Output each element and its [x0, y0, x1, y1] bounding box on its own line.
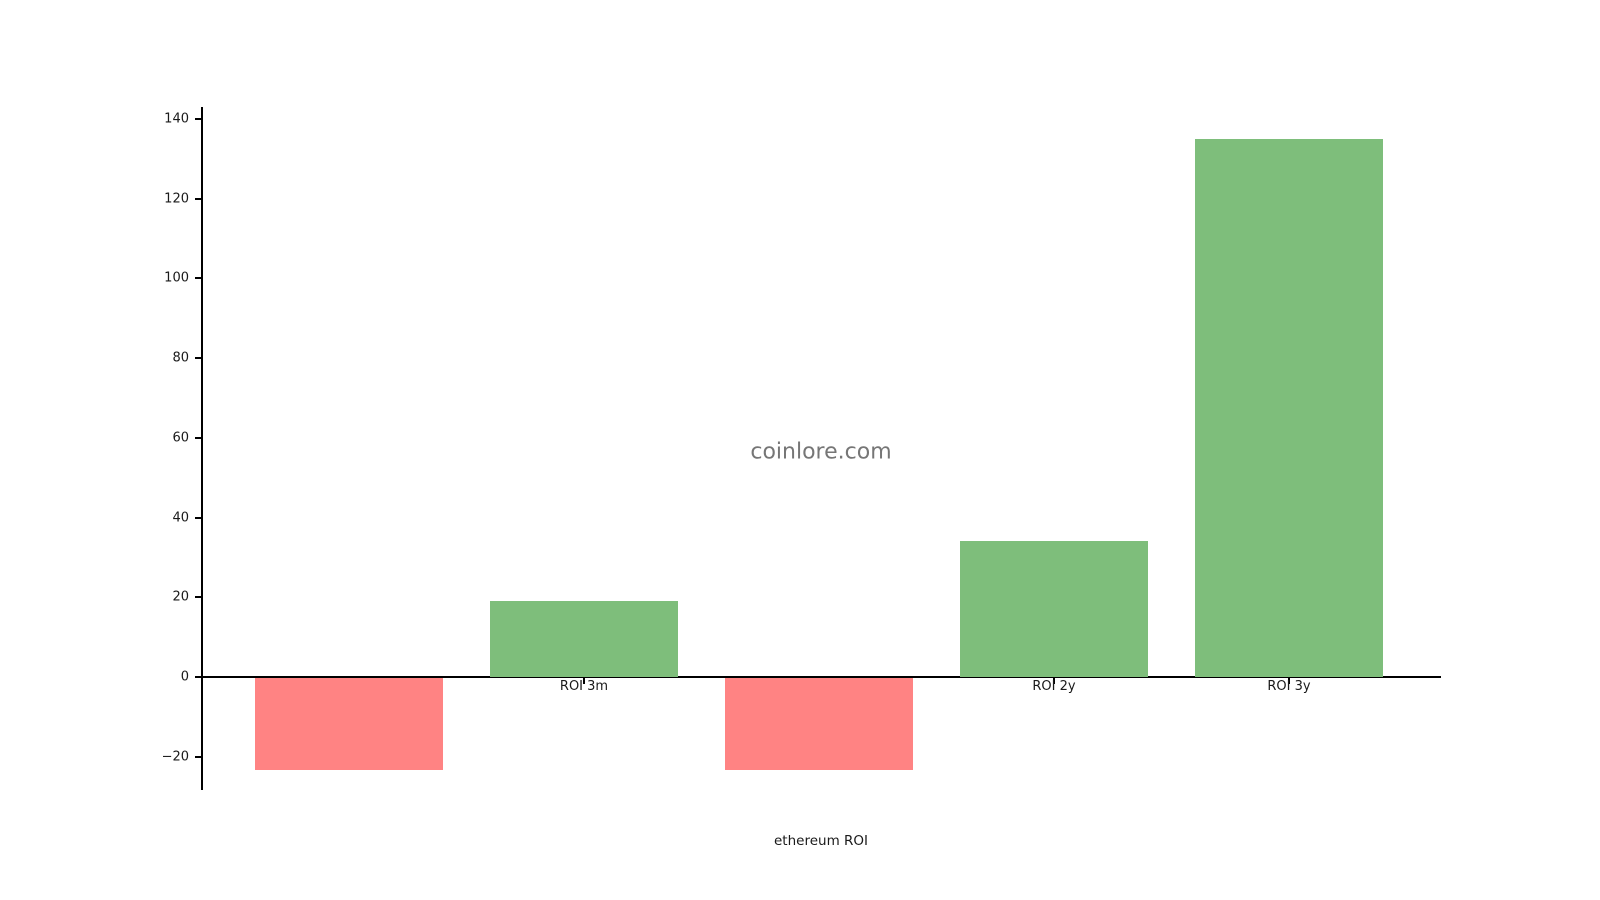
y-tick-mark: [195, 436, 201, 439]
bar: [255, 678, 443, 770]
watermark: coinlore.com: [750, 439, 892, 465]
x-axis-title: ethereum ROI: [773, 833, 869, 849]
y-axis-line: [201, 107, 203, 790]
bar: [1195, 138, 1383, 677]
y-tick-label: 80: [172, 350, 189, 366]
y-tick-mark: [195, 197, 201, 200]
y-tick-mark: [195, 596, 201, 599]
x-tick-mark: [1288, 678, 1290, 684]
y-tick-label: 120: [164, 191, 189, 207]
y-tick-label: 0: [180, 669, 189, 685]
x-axis-line: [201, 676, 1441, 678]
y-tick-label: 60: [172, 430, 189, 446]
x-tick-label: ROI 2y: [1032, 679, 1076, 694]
x-tick-label: ROI 3m: [559, 679, 609, 694]
x-tick-mark: [583, 678, 585, 684]
y-tick-label: 140: [164, 111, 189, 127]
y-tick-mark: [195, 676, 201, 678]
y-tick-label: 20: [172, 589, 189, 605]
x-tick-label: ROI 3y: [1267, 679, 1311, 694]
bar: [725, 678, 913, 770]
y-tick-mark: [195, 357, 201, 360]
y-tick-label: −20: [161, 749, 189, 765]
y-tick-mark: [195, 755, 201, 758]
y-tick-mark: [195, 117, 201, 120]
y-tick-mark: [195, 277, 201, 280]
y-tick-mark: [195, 516, 201, 519]
bar: [490, 601, 678, 677]
x-tick-mark: [1053, 678, 1055, 684]
y-tick-label: 40: [172, 510, 189, 526]
bar: [960, 541, 1148, 677]
y-tick-label: 100: [164, 270, 189, 286]
